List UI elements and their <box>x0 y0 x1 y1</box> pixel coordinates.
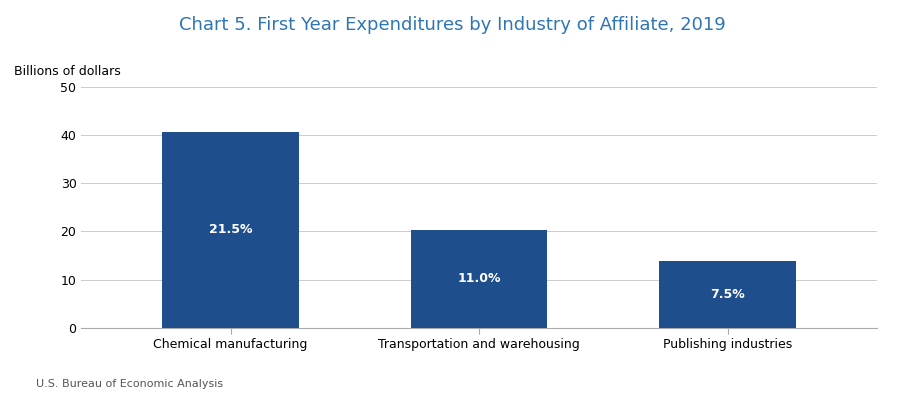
Text: Billions of dollars: Billions of dollars <box>14 65 120 78</box>
Bar <box>658 261 796 328</box>
Text: Chart 5. First Year Expenditures by Industry of Affiliate, 2019: Chart 5. First Year Expenditures by Indu… <box>179 16 724 34</box>
Text: 21.5%: 21.5% <box>209 223 252 236</box>
Text: 11.0%: 11.0% <box>457 273 500 286</box>
Bar <box>162 132 299 328</box>
Text: U.S. Bureau of Economic Analysis: U.S. Bureau of Economic Analysis <box>36 379 223 389</box>
Bar <box>410 230 547 328</box>
Text: 7.5%: 7.5% <box>710 288 744 301</box>
